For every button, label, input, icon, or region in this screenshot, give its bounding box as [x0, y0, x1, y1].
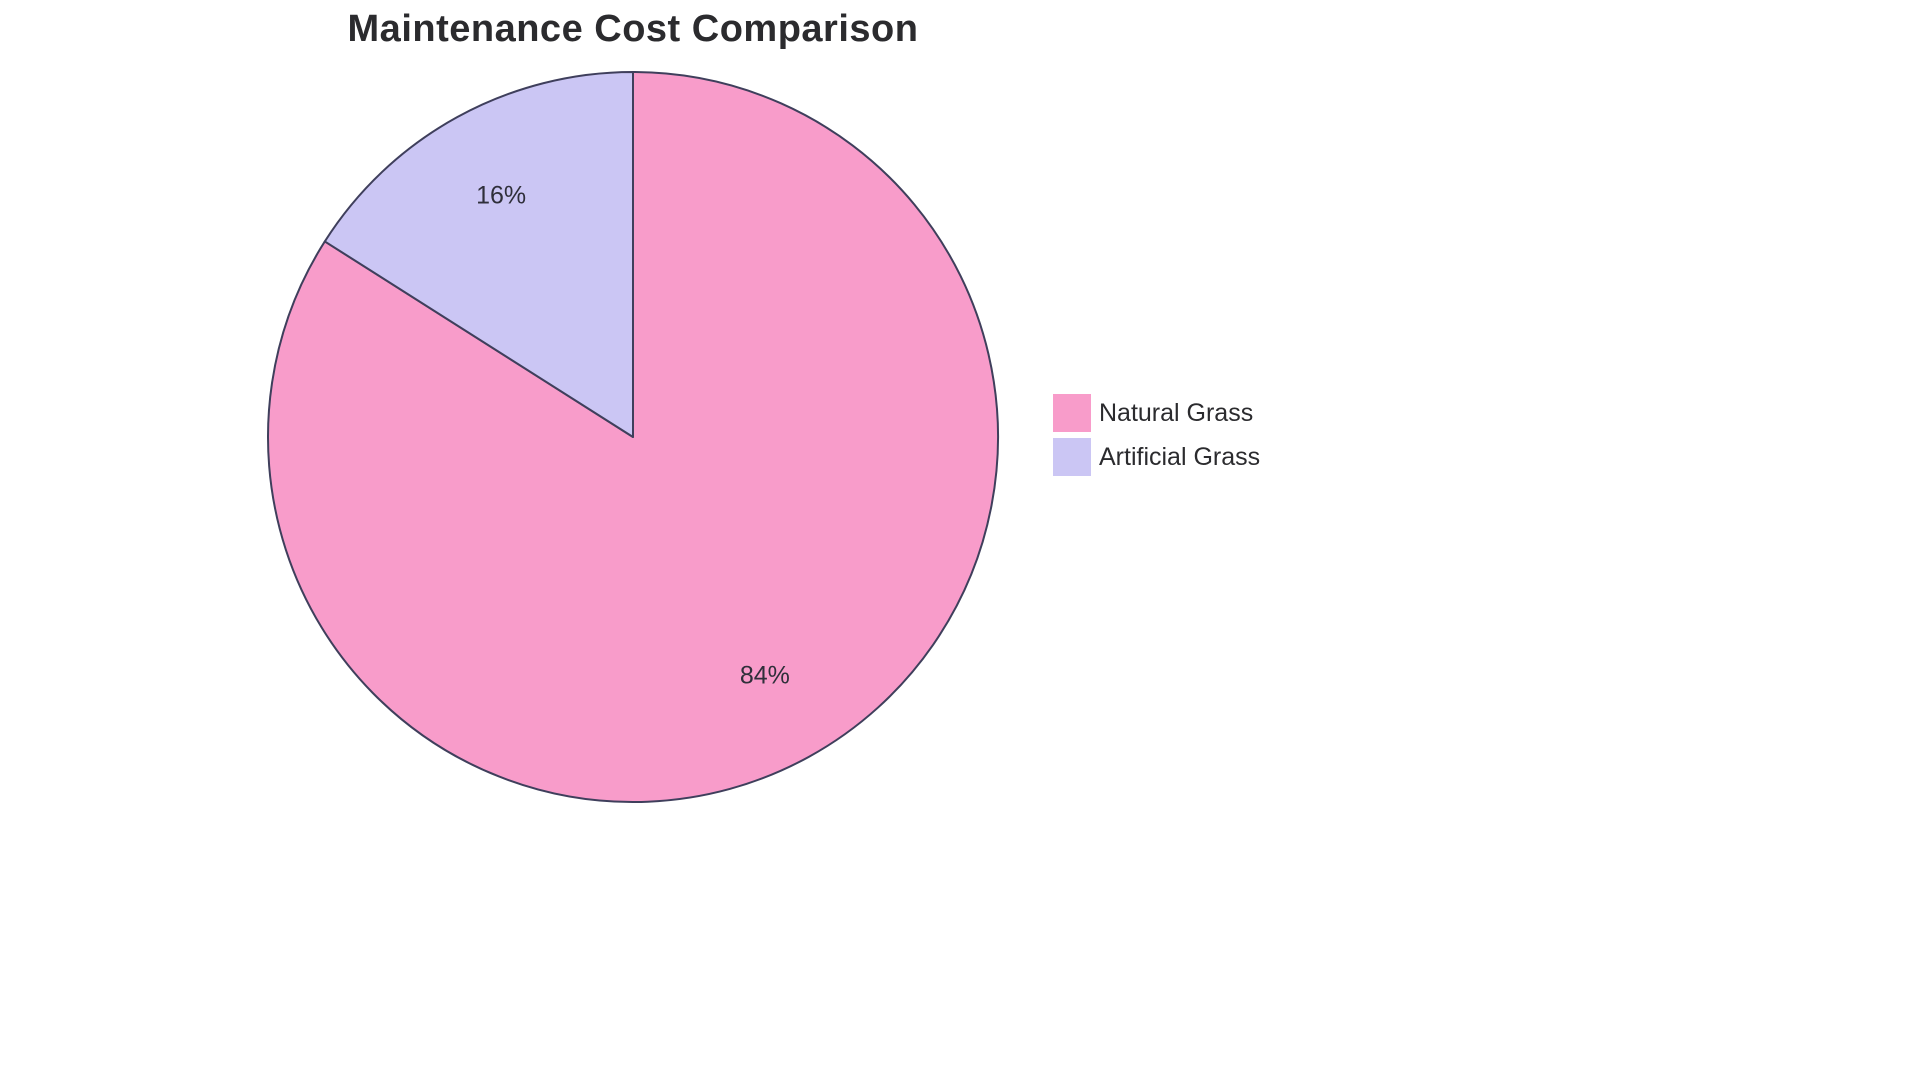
- legend-label-artificial-grass: Artificial Grass: [1099, 442, 1261, 471]
- legend-swatch-natural-grass: [1053, 394, 1091, 432]
- pie-slice-natural-grass: [266, 71, 999, 803]
- legend-item-natural-grass[interactable]: Natural Grass: [1053, 394, 1260, 432]
- legend: Natural Grass Artificial Grass: [1053, 394, 1260, 476]
- chart-title: Maintenance Cost Comparison: [347, 8, 919, 50]
- legend-label-natural-grass: Natural Grass: [1099, 398, 1254, 427]
- legend-swatch-artificial-grass: [1053, 438, 1091, 476]
- pie-slice-artificial-grass: [323, 71, 634, 438]
- slice-value-label-artificial-grass: 16%: [476, 182, 526, 210]
- slice-value-label-natural-grass: 84%: [740, 662, 790, 690]
- legend-item-artificial-grass[interactable]: Artificial Grass: [1053, 438, 1260, 476]
